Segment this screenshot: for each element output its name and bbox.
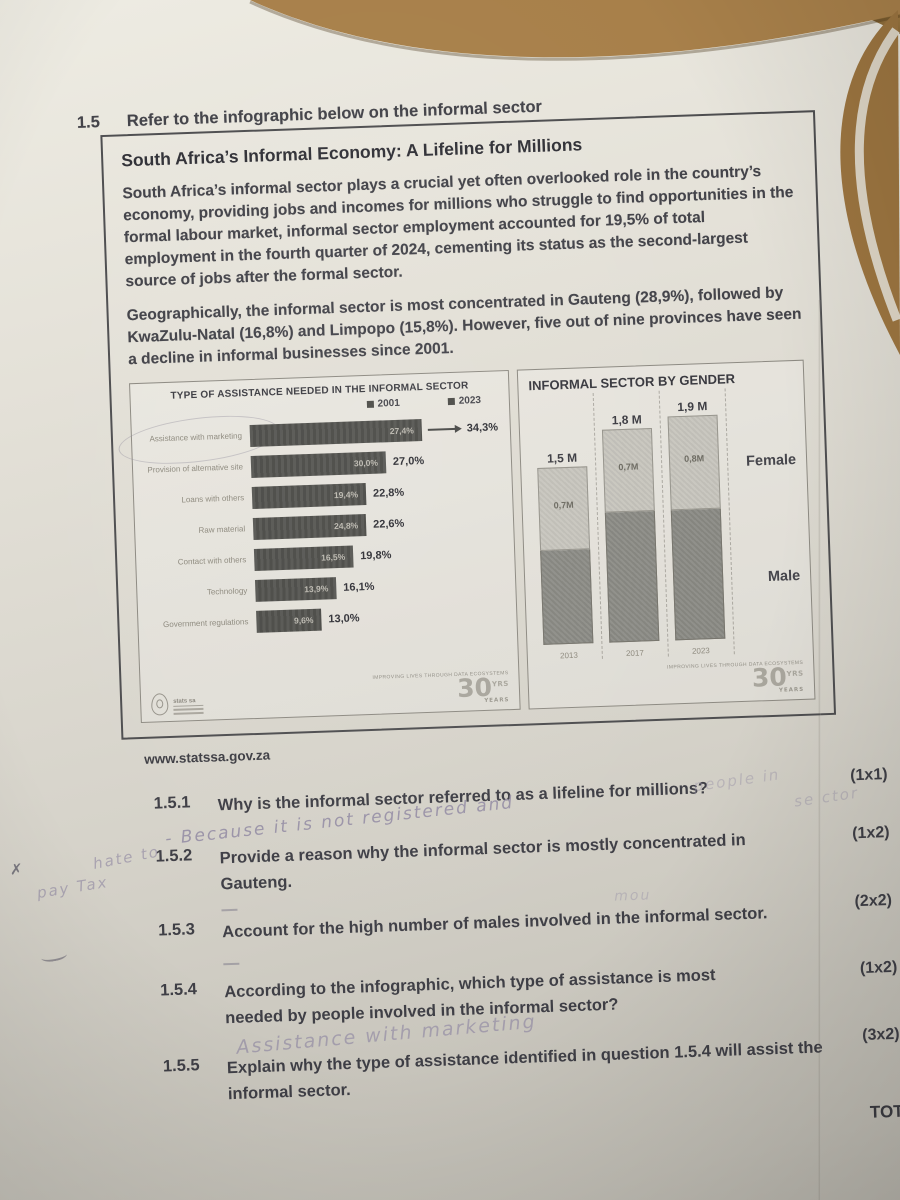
pencil-dash	[223, 962, 240, 966]
question-number: 1.5.1	[153, 793, 191, 813]
pencil-squiggle	[40, 949, 68, 964]
bar-value-2023: 27,0%	[392, 454, 425, 468]
pencil-dash	[221, 908, 238, 912]
male-segment	[670, 508, 726, 641]
legend-item-2023: 2023	[447, 395, 481, 407]
stacked-bar-2017: 1,8 M 0,7M	[602, 412, 660, 643]
margin-note: hate to	[91, 842, 162, 873]
handwritten-scribble: mou	[613, 887, 652, 905]
year-label: 2023	[691, 646, 710, 656]
bar-category-label: Provision of alternative site	[147, 462, 244, 475]
male-segment	[604, 510, 660, 643]
male-segment	[540, 549, 594, 645]
infographic-charts: TYPE OF ASSISTANCE NEEDED IN THE INFORMA…	[115, 359, 816, 724]
bar-category-label: Technology	[206, 586, 248, 597]
website-url: www.statssa.gov.za	[143, 747, 271, 767]
female-value-label: 0,7M	[618, 461, 639, 473]
infographic-paragraph-1: South Africa’s informal sector plays a c…	[122, 163, 794, 291]
section-number: 1.5	[76, 113, 101, 132]
bar-value-2023: 34,3%	[466, 420, 499, 434]
coat-of-arms-icon	[150, 693, 169, 716]
bar-category-label: Government regulations	[162, 617, 249, 630]
female-value-label: 0,8M	[683, 453, 705, 464]
bar-2023: 24,8%	[252, 513, 367, 540]
infographic-paragraph-2: Geographically, the informal sector is m…	[126, 284, 802, 369]
marks-badge: (1x2)	[851, 823, 890, 843]
legend-swatch-icon	[447, 397, 455, 406]
bar-value-2001: 27,4%	[389, 424, 415, 436]
growth-arrow-icon	[427, 427, 460, 431]
female-segment: 0,7M	[537, 466, 591, 551]
thirty-years-logo: IMPROVING LIVES THROUGH DATA ECOSYSTEMS …	[666, 659, 805, 694]
gender-chart-panel: INFORMAL SECTOR BY GENDER 1,5 M 0,7M 201…	[516, 359, 816, 710]
statssa-logo-text: stats sa	[173, 697, 204, 707]
stacked-bar-2023: 1,9 M 0,8M	[667, 399, 726, 641]
marks-badge: (1x1)	[849, 765, 888, 785]
legend-item-2001: 2001	[366, 398, 400, 410]
bar-category-label: Contact with others	[177, 555, 247, 567]
total-label: 1,5 M	[546, 450, 578, 466]
bar-2023: 19,4%	[251, 482, 367, 509]
bar-2023: 9,6%	[256, 608, 322, 633]
bar-value-2001: 13,9%	[304, 582, 329, 594]
infographic-box: South Africa’s Informal Economy: A Lifel…	[100, 110, 837, 740]
bar-category-label: Loans with others	[181, 493, 245, 505]
question-number: 1.5.5	[162, 1056, 200, 1076]
statssa-logo: stats sa	[150, 692, 204, 716]
assistance-chart-panel: TYPE OF ASSISTANCE NEEDED IN THE INFORMA…	[115, 369, 521, 724]
bar-value-2023: 19,8%	[359, 548, 392, 562]
female-segment: 0,7M	[602, 427, 655, 513]
male-series-label: Male	[767, 567, 801, 586]
bar-category-label: Raw material	[198, 524, 246, 535]
bar-2023: 16,5%	[253, 545, 354, 571]
bar-value-2001: 16,5%	[320, 551, 346, 563]
marks-badge: (3x2)	[861, 1025, 900, 1045]
female-series-label: Female	[745, 451, 797, 470]
bar-2023: 13,9%	[254, 576, 337, 602]
margin-note: pay Tax	[35, 872, 110, 903]
stacked-bar-2013: 1,5 M 0,7M	[537, 450, 594, 645]
question-number: 1.5.2	[155, 846, 193, 866]
question-number: 1.5.3	[157, 920, 196, 940]
bar-value-2023: 22,8%	[372, 486, 405, 500]
bar-value-2001: 9,6%	[293, 614, 314, 626]
question-text: Provide a reason why the informal sector…	[219, 830, 746, 894]
bar-value-2023: 22,6%	[372, 517, 405, 531]
thirty-years-logo: IMPROVING LIVES THROUGH DATA ECOSYSTEMS …	[372, 669, 510, 705]
year-label: 2013	[559, 650, 579, 661]
bar-value-2001: 24,8%	[333, 519, 359, 531]
bar-value-2001: 19,4%	[333, 488, 359, 500]
total-label: 1,8 M	[611, 412, 643, 428]
bar-value-2001: 30,0%	[353, 457, 379, 468]
dashed-gridline	[724, 388, 736, 655]
bar-value-2023: 13,0%	[328, 611, 360, 625]
bar-2023: 30,0%	[250, 450, 387, 478]
female-value-label: 0,7M	[553, 500, 574, 511]
question-number: 1.5.4	[159, 980, 198, 1000]
bar-category-label: Assistance with marketing	[149, 431, 243, 444]
x-mark-annotation: ✗	[9, 860, 23, 879]
total-label: 1,9 M	[677, 399, 708, 415]
marks-badge: (1x2)	[859, 958, 898, 978]
female-segment: 0,8M	[667, 414, 721, 511]
bar-value-2023: 16,1%	[343, 580, 375, 594]
year-label: 2017	[625, 648, 644, 659]
legend-swatch-icon	[366, 400, 374, 408]
gender-chart: 1,5 M 0,7M 2013 1,8 M 0,7M 2017 1,9	[529, 386, 803, 661]
bar-2023: 27,4%	[249, 418, 423, 447]
marks-badge: (2x2)	[854, 891, 893, 911]
total-footer-label: TOT	[869, 1101, 900, 1122]
question-text: Account for the high number of males inv…	[221, 904, 768, 942]
